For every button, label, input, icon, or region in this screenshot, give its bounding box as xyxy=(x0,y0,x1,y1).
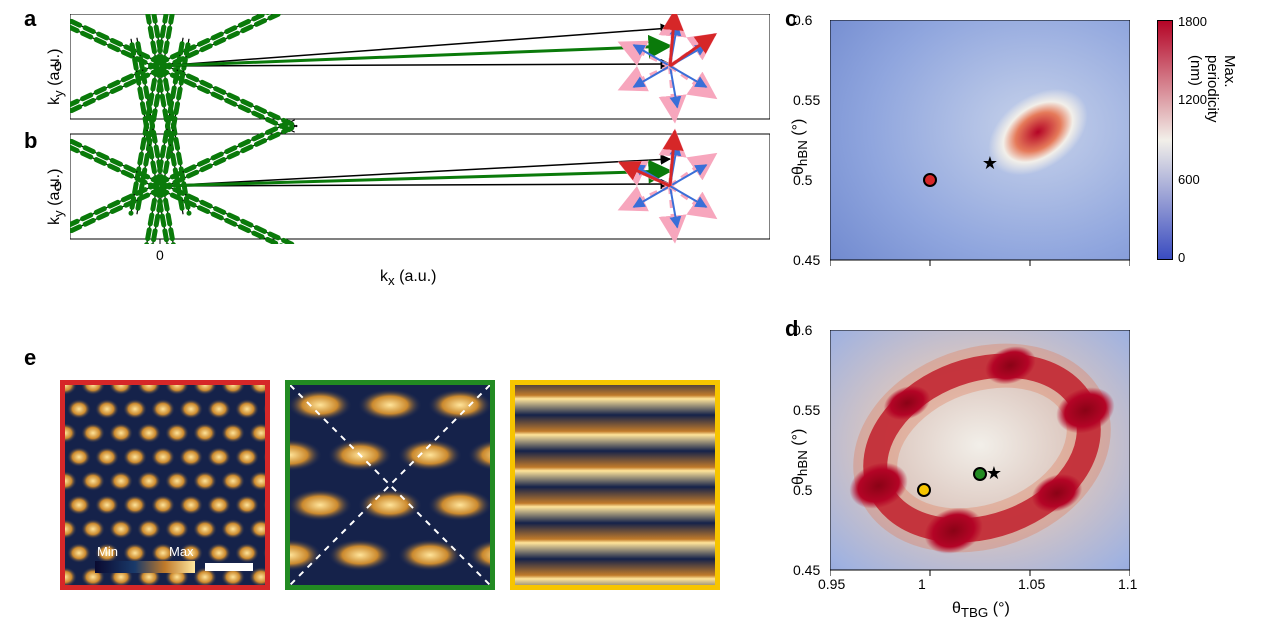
d-yellow-dot xyxy=(917,483,931,497)
d-ytick-3: 0.6 xyxy=(793,322,812,338)
d-xtick-3: 1.1 xyxy=(1118,576,1137,592)
ylabel-b: ky (a.u.) xyxy=(46,169,66,225)
thumb-cbar xyxy=(95,561,195,573)
thumb-green xyxy=(285,380,495,590)
ytick-b: 0 xyxy=(54,178,62,194)
cbar-max-label: Max xyxy=(169,544,194,559)
panel-letter-a: a xyxy=(24,6,36,32)
d-green-dot xyxy=(973,467,987,481)
scalebar xyxy=(205,563,253,571)
panel-letter-b: b xyxy=(24,128,37,154)
cbar-tick-0: 0 xyxy=(1178,250,1185,265)
d-ytick-2: 0.55 xyxy=(793,402,820,418)
c-ytick-3: 0.6 xyxy=(793,12,812,28)
ylabel-a: ky (a.u.) xyxy=(46,49,66,105)
panel-d-svg xyxy=(830,330,1130,590)
d-xtick-0: 0.95 xyxy=(818,576,845,592)
panel-c-svg xyxy=(830,20,1130,280)
c-ylabel: θhBN (°) xyxy=(790,119,810,175)
d-star-marker: ★ xyxy=(986,464,1002,482)
cbar-min-label: Min xyxy=(97,544,118,559)
cbar-title: Max. periodicity (nm) xyxy=(1187,55,1238,123)
d-xlabel: θTBG (°) xyxy=(952,600,1010,620)
xtick-ab: 0 xyxy=(156,247,164,263)
cbar-tick-600: 600 xyxy=(1178,172,1200,187)
d-xtick-1: 1 xyxy=(918,576,926,592)
xlabel-ab: kx (a.u.) xyxy=(380,268,436,288)
colorbar-right xyxy=(1157,20,1173,260)
panels-ab-svg xyxy=(70,14,770,244)
d-xtick-2: 1.05 xyxy=(1018,576,1045,592)
c-red-dot xyxy=(923,173,937,187)
cbar-tick-1800: 1800 xyxy=(1178,14,1207,29)
c-star-marker: ★ xyxy=(982,154,998,172)
ytick-a: 0 xyxy=(54,58,62,74)
thumb-yellow xyxy=(510,380,720,590)
c-ytick-0: 0.45 xyxy=(793,252,820,268)
d-ylabel: θhBN (°) xyxy=(790,429,810,485)
panel-letter-e: e xyxy=(24,345,36,371)
thumb-red: Min Max xyxy=(60,380,270,590)
c-ytick-2: 0.55 xyxy=(793,92,820,108)
d-ytick-0: 0.45 xyxy=(793,562,820,578)
